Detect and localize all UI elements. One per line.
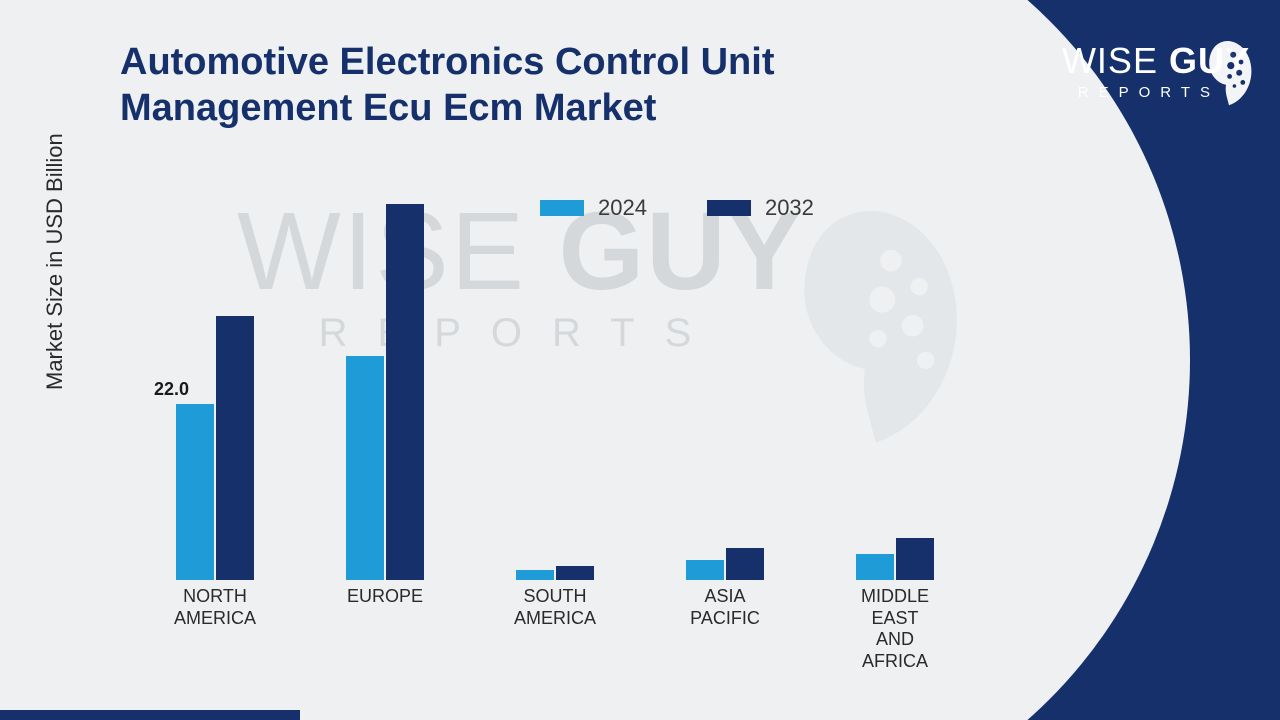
bottom-accent-bar xyxy=(0,710,300,720)
bar-2032 xyxy=(556,566,594,580)
infographic-canvas: WISE GUY REPORTS Automotive Electronics … xyxy=(0,0,1280,720)
category-label: EUROPE xyxy=(310,586,460,608)
chart-plot-area: 22.0 xyxy=(120,180,980,580)
category-label: NORTHAMERICA xyxy=(140,586,290,629)
bar-2024 xyxy=(686,560,724,580)
category-label: SOUTHAMERICA xyxy=(480,586,630,629)
bar-2024 xyxy=(516,570,554,580)
brand-logo: WISE GUY REPORTS xyxy=(1010,40,1250,101)
bar-value-label: 22.0 xyxy=(154,379,189,400)
brand-head-icon xyxy=(1196,38,1256,110)
y-axis-label: Market Size in USD Billion xyxy=(42,133,68,390)
chart-title: Automotive Electronics Control Unit Mana… xyxy=(120,40,880,131)
bar-2032 xyxy=(386,204,424,580)
bar-2032 xyxy=(216,316,254,580)
bar-2032 xyxy=(896,538,934,580)
bar-2024 xyxy=(346,356,384,580)
bar-2024 xyxy=(856,554,894,580)
bar-2032 xyxy=(726,548,764,580)
logo-sub: REPORTS xyxy=(1010,84,1220,101)
logo-text-a: WISE xyxy=(1062,40,1158,81)
category-label: MIDDLEEASTANDAFRICA xyxy=(820,586,970,672)
category-label: ASIAPACIFIC xyxy=(650,586,800,629)
bar-2024 xyxy=(176,404,214,580)
